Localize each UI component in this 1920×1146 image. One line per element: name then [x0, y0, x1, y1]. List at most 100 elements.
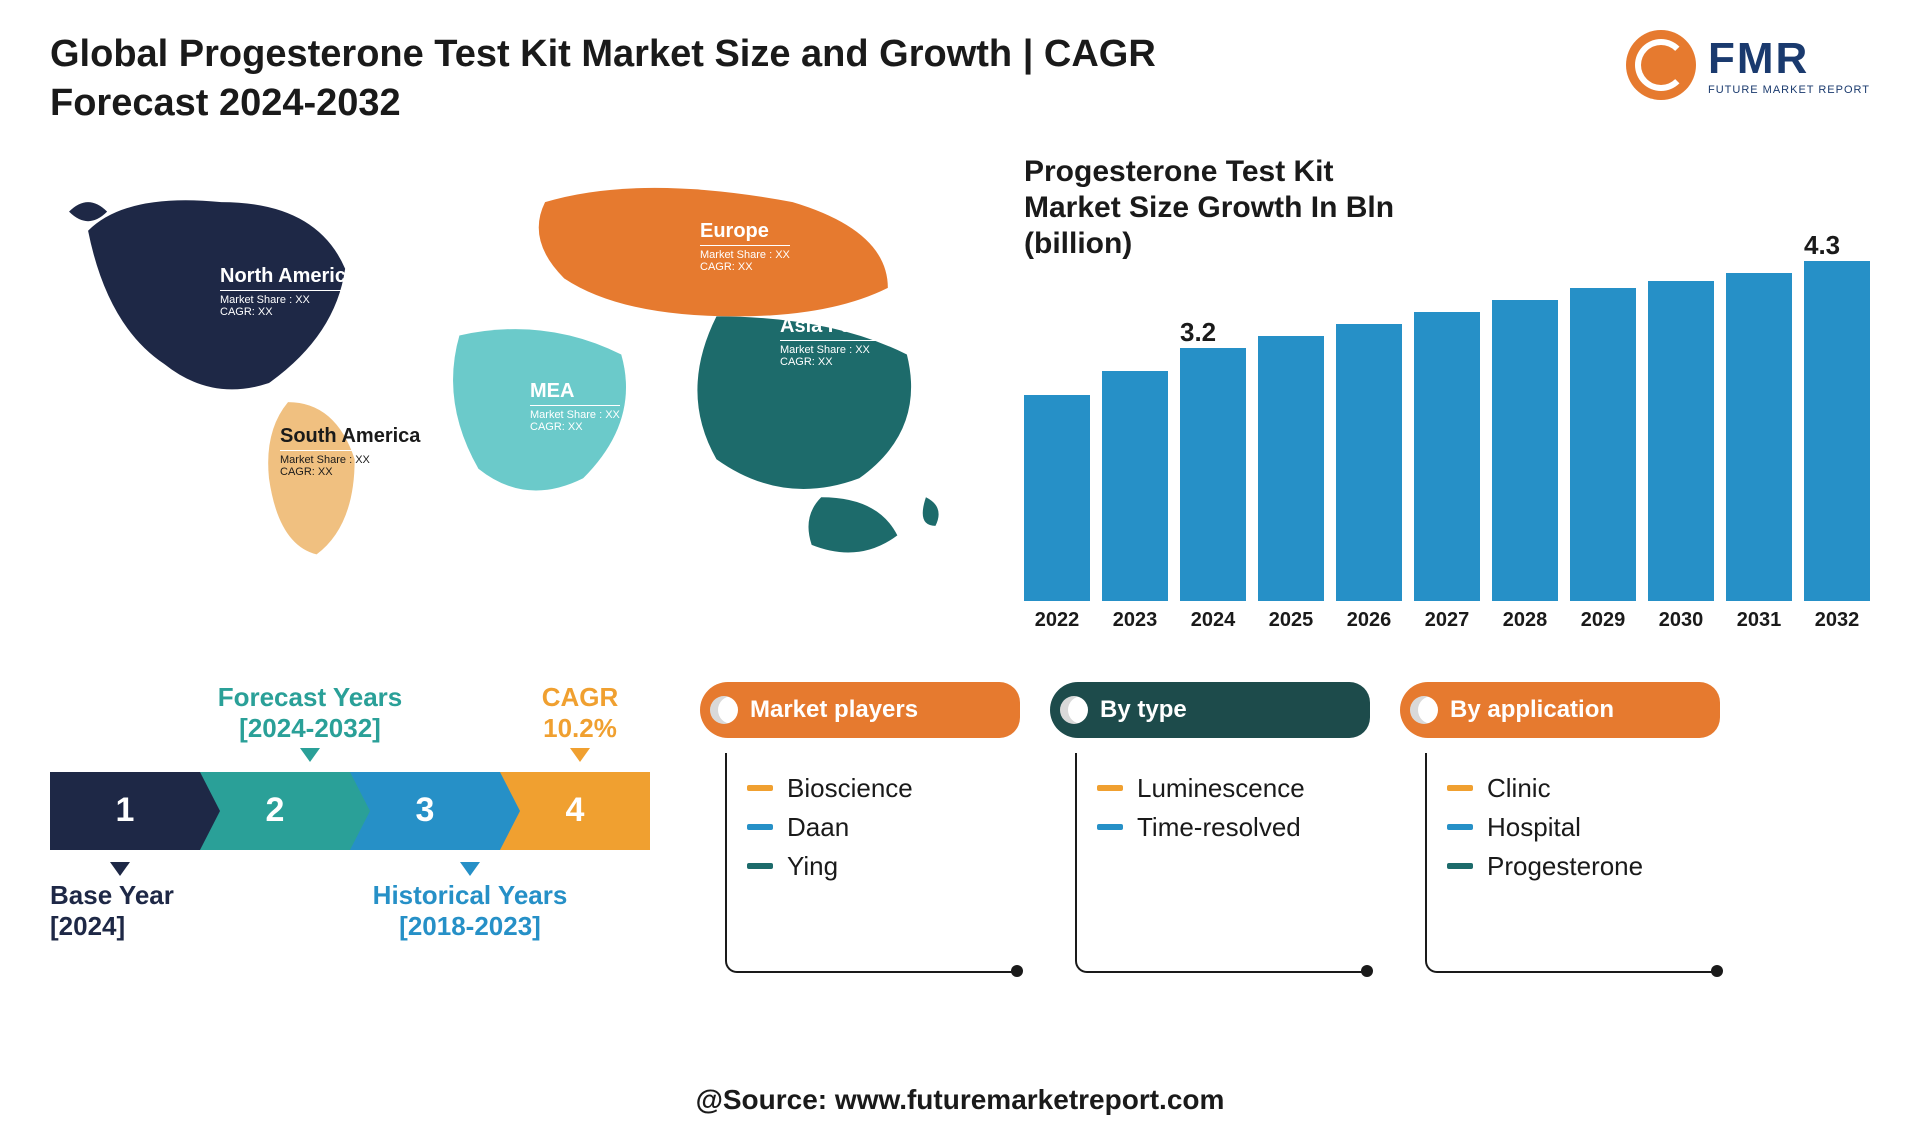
bar-year-label: 2023 [1113, 609, 1158, 632]
region-label-eu: EuropeMarket Share : XXCAGR: XX [690, 214, 800, 279]
timeline-bar: 1 2 3 4 [50, 772, 670, 850]
region-label-na: North America Market Share : XXCAGR: XX [210, 259, 367, 324]
region-cagr: CAGR: XX [220, 306, 357, 318]
list-item: Time-resolved [1097, 812, 1360, 843]
list-item: Luminescence [1097, 773, 1360, 804]
region-label-ap: Asia Pacific Market Share : XXCAGR: XX [770, 309, 902, 374]
bar [1492, 300, 1558, 600]
tick-icon [1447, 863, 1473, 869]
tick-icon [747, 824, 773, 830]
region-name: Asia Pacific [780, 315, 892, 341]
bar [1024, 395, 1090, 601]
triangle-down-icon [300, 748, 320, 762]
triangle-down-icon [460, 862, 480, 876]
bar-year-label: 2024 [1191, 609, 1236, 632]
region-market-share: Market Share : XX [220, 294, 357, 306]
bar-year-label: 2028 [1503, 609, 1548, 632]
tick-icon [1447, 824, 1473, 830]
bar-chart: 202220233.220242025202620272028202920302… [1024, 272, 1870, 632]
triangle-down-icon [570, 748, 590, 762]
cagr-label: CAGR 10.2% [510, 682, 650, 762]
timeline-seg-4: 4 [500, 772, 650, 850]
bar-value-label: 3.2 [1180, 317, 1216, 348]
bar [1648, 281, 1714, 601]
region-cagr: CAGR: XX [780, 356, 892, 368]
list-item: Ying [747, 851, 1010, 882]
region-name: North America [220, 265, 357, 291]
logo-text: FMR FUTURE MARKET REPORT [1708, 34, 1870, 96]
base-year-label: Base Year [2024] [50, 856, 230, 942]
list-item-label: Bioscience [787, 773, 913, 804]
market-players-list: Bioscience Daan Ying [725, 753, 1020, 973]
bar-col: 2022 [1024, 395, 1090, 632]
region-cagr: CAGR: XX [700, 261, 790, 273]
bar-year-label: 2027 [1425, 609, 1470, 632]
lower-row: Forecast Years [2024-2032] CAGR 10.2% 1 … [50, 682, 1870, 973]
historical-label: Historical Years [2018-2023] [340, 856, 600, 942]
bar-chart-title: Progesterone Test Kit Market Size Growth… [1024, 154, 1424, 262]
historical-range: [2018-2023] [340, 911, 600, 942]
region-market-share: Market Share : XX [700, 249, 790, 261]
bar-col: 2026 [1336, 324, 1402, 632]
bar-year-label: 2029 [1581, 609, 1626, 632]
triangle-down-icon [110, 862, 130, 876]
header: Global Progesterone Test Kit Market Size… [50, 30, 1870, 129]
list-item: Bioscience [747, 773, 1010, 804]
bar-year-label: 2022 [1035, 609, 1080, 632]
cagr-text: CAGR [510, 682, 650, 713]
bar-col: 4.32032 [1804, 261, 1870, 632]
base-year-text: Base Year [50, 880, 230, 911]
list-item-label: Daan [787, 812, 849, 843]
tick-icon [747, 863, 773, 869]
list-item-label: Hospital [1487, 812, 1581, 843]
bar-col: 2031 [1726, 273, 1792, 632]
list-item: Clinic [1447, 773, 1710, 804]
bar-col: 2029 [1570, 288, 1636, 631]
logo-fmr: FMR [1708, 34, 1870, 84]
market-players-box: Market players Bioscience Daan Ying [700, 682, 1020, 973]
bar [1570, 288, 1636, 600]
bar-col: 2027 [1414, 312, 1480, 632]
region-market-share: Market Share : XX [530, 409, 620, 421]
upper-row: North AmericaMarket Share : XXCAGR: XXSo… [50, 154, 1870, 632]
market-players-header: Market players [700, 682, 1020, 738]
list-item: Daan [747, 812, 1010, 843]
by-type-header: By type [1050, 682, 1370, 738]
tick-icon [1097, 824, 1123, 830]
bar-year-label: 2025 [1269, 609, 1314, 632]
historical-text: Historical Years [340, 880, 600, 911]
region-name: South America [280, 425, 420, 451]
bar-year-label: 2026 [1347, 609, 1392, 632]
source-attribution: @Source: www.futuremarketreport.com [0, 1084, 1920, 1116]
region-market-share: Market Share : XX [280, 454, 420, 466]
bar-col: 2023 [1102, 371, 1168, 631]
timeline-seg-1: 1 [50, 772, 200, 850]
region-cagr: CAGR: XX [280, 466, 420, 478]
bar [1258, 336, 1324, 601]
bar [1804, 261, 1870, 601]
bar [1336, 324, 1402, 601]
timeline-bottom-labels: Base Year [2024] Historical Years [2018-… [50, 856, 670, 966]
bar [1726, 273, 1792, 601]
list-item-label: Time-resolved [1137, 812, 1301, 843]
bar-year-label: 2030 [1659, 609, 1704, 632]
timeline-seg-2: 2 [200, 772, 350, 850]
bar-chart-area: Progesterone Test Kit Market Size Growth… [1004, 154, 1870, 632]
region-label-sa: South America Market Share : XXCAGR: XX [270, 419, 430, 484]
bar [1102, 371, 1168, 600]
forecast-text: Forecast Years [200, 682, 420, 713]
bar-col: 2025 [1258, 336, 1324, 632]
logo: FMR FUTURE MARKET REPORT [1626, 30, 1870, 100]
region-cagr: CAGR: XX [530, 421, 620, 433]
cagr-value: 10.2% [510, 713, 650, 744]
bar-value-label: 4.3 [1804, 230, 1840, 261]
tick-icon [1447, 785, 1473, 791]
by-application-list: ClinicHospitalProgesterone [1425, 753, 1720, 973]
bar-col: 3.22024 [1180, 348, 1246, 632]
bar-col: 2028 [1492, 300, 1558, 631]
bar-col: 2030 [1648, 281, 1714, 632]
by-application-box: By application ClinicHospitalProgesteron… [1400, 682, 1720, 973]
region-market-share: Market Share : XX [780, 344, 892, 356]
bar [1180, 348, 1246, 601]
region-label-mea: MEAMarket Share : XXCAGR: XX [520, 374, 630, 439]
